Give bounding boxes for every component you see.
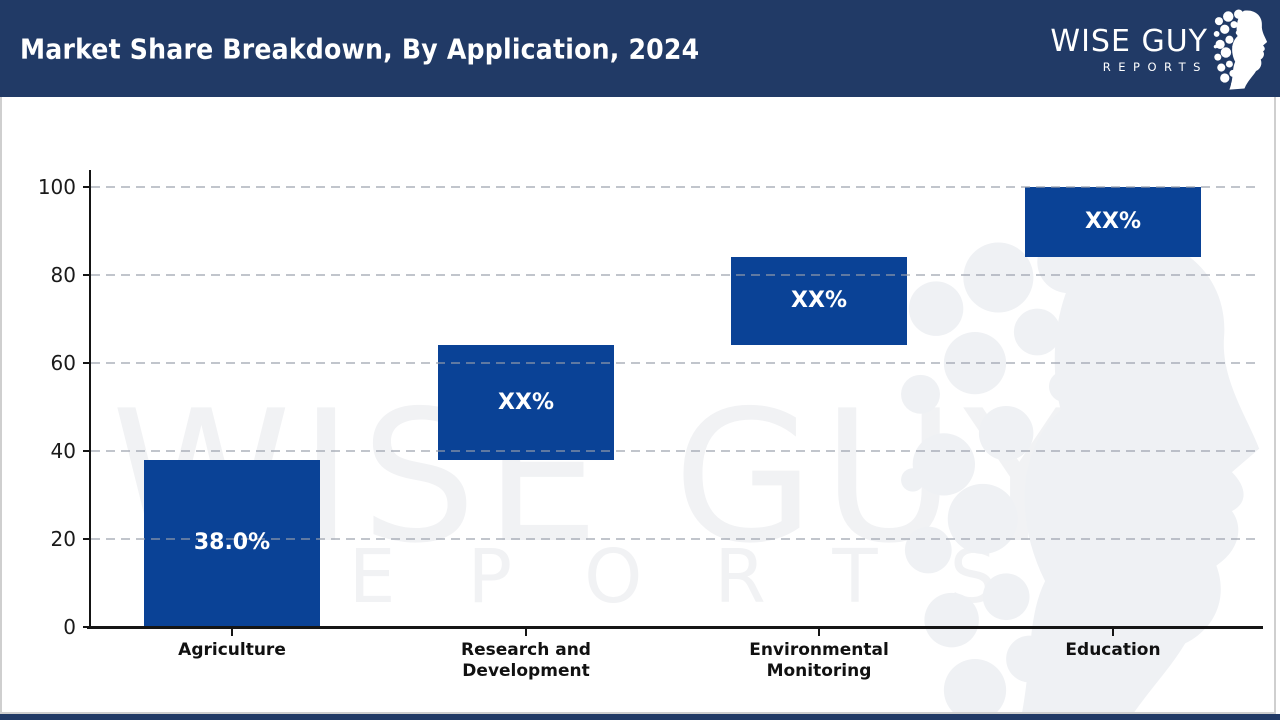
y-tick-label: 0 xyxy=(63,615,76,639)
y-tick-label: 100 xyxy=(37,175,76,199)
plot-area: 0 20 40 60 80 100 38.0% Agriculture XX% Research … xyxy=(2,97,1274,712)
logo-wordmark-line2: REPORTS xyxy=(1102,59,1208,74)
bar-value-label-agriculture: 38.0% xyxy=(193,530,271,556)
bar-value-label-research-and-development: XX% xyxy=(498,389,554,415)
y-axis-tick xyxy=(83,274,91,276)
x-axis-label-education: Education xyxy=(1065,640,1161,660)
y-tick-label: 60 xyxy=(50,351,76,375)
y-axis-tick xyxy=(83,538,91,540)
watermark-subtitle: REPORTS xyxy=(225,534,1069,620)
bar-value-label-education: XX% xyxy=(1085,209,1141,235)
dotted-head-icon xyxy=(1212,8,1270,90)
bar-research-and-development xyxy=(438,345,614,460)
x-axis-tick xyxy=(525,628,527,636)
x-axis-line xyxy=(87,626,1263,629)
bar-value-label-environmental-monitoring: XX% xyxy=(791,288,847,314)
x-axis-tick xyxy=(1112,628,1114,636)
gridline-40 xyxy=(91,450,1257,452)
header: Market Share Breakdown, By Application, … xyxy=(0,0,1280,97)
x-axis-label-research-and-development: Research and Development xyxy=(461,640,591,681)
x-axis-label-agriculture: Agriculture xyxy=(178,640,286,660)
y-axis-line xyxy=(89,170,91,629)
x-axis-tick xyxy=(231,628,233,636)
gridline-60 xyxy=(91,362,1257,364)
wise-guy-logo: WISE GUY REPORTS xyxy=(1050,6,1270,92)
y-axis-tick xyxy=(83,362,91,364)
logo-wordmark-line1: WISE GUY xyxy=(1050,23,1208,59)
y-tick-label: 20 xyxy=(50,527,76,551)
chart-title: Market Share Breakdown, By Application, … xyxy=(20,32,700,65)
y-tick-label: 40 xyxy=(50,439,76,463)
logo-wordmark: WISE GUY REPORTS xyxy=(1050,25,1208,74)
bar-agriculture xyxy=(144,459,320,627)
y-tick-label: 80 xyxy=(50,263,76,287)
footer-strip xyxy=(0,714,1280,720)
chart-canvas: WISE GUY REPORTS 0 20 40 60 80 100 38.0% Agricu… xyxy=(0,97,1276,714)
gridline-100 xyxy=(91,186,1257,188)
gridline-20 xyxy=(91,538,1257,540)
x-axis-tick xyxy=(818,628,820,636)
bar-environmental-monitoring xyxy=(731,257,907,346)
y-axis-tick xyxy=(83,450,91,452)
bar-education xyxy=(1025,187,1201,258)
y-axis-tick xyxy=(83,186,91,188)
gridline-80 xyxy=(91,274,1257,276)
x-axis-label-environmental-monitoring: Environmental Monitoring xyxy=(749,640,889,681)
